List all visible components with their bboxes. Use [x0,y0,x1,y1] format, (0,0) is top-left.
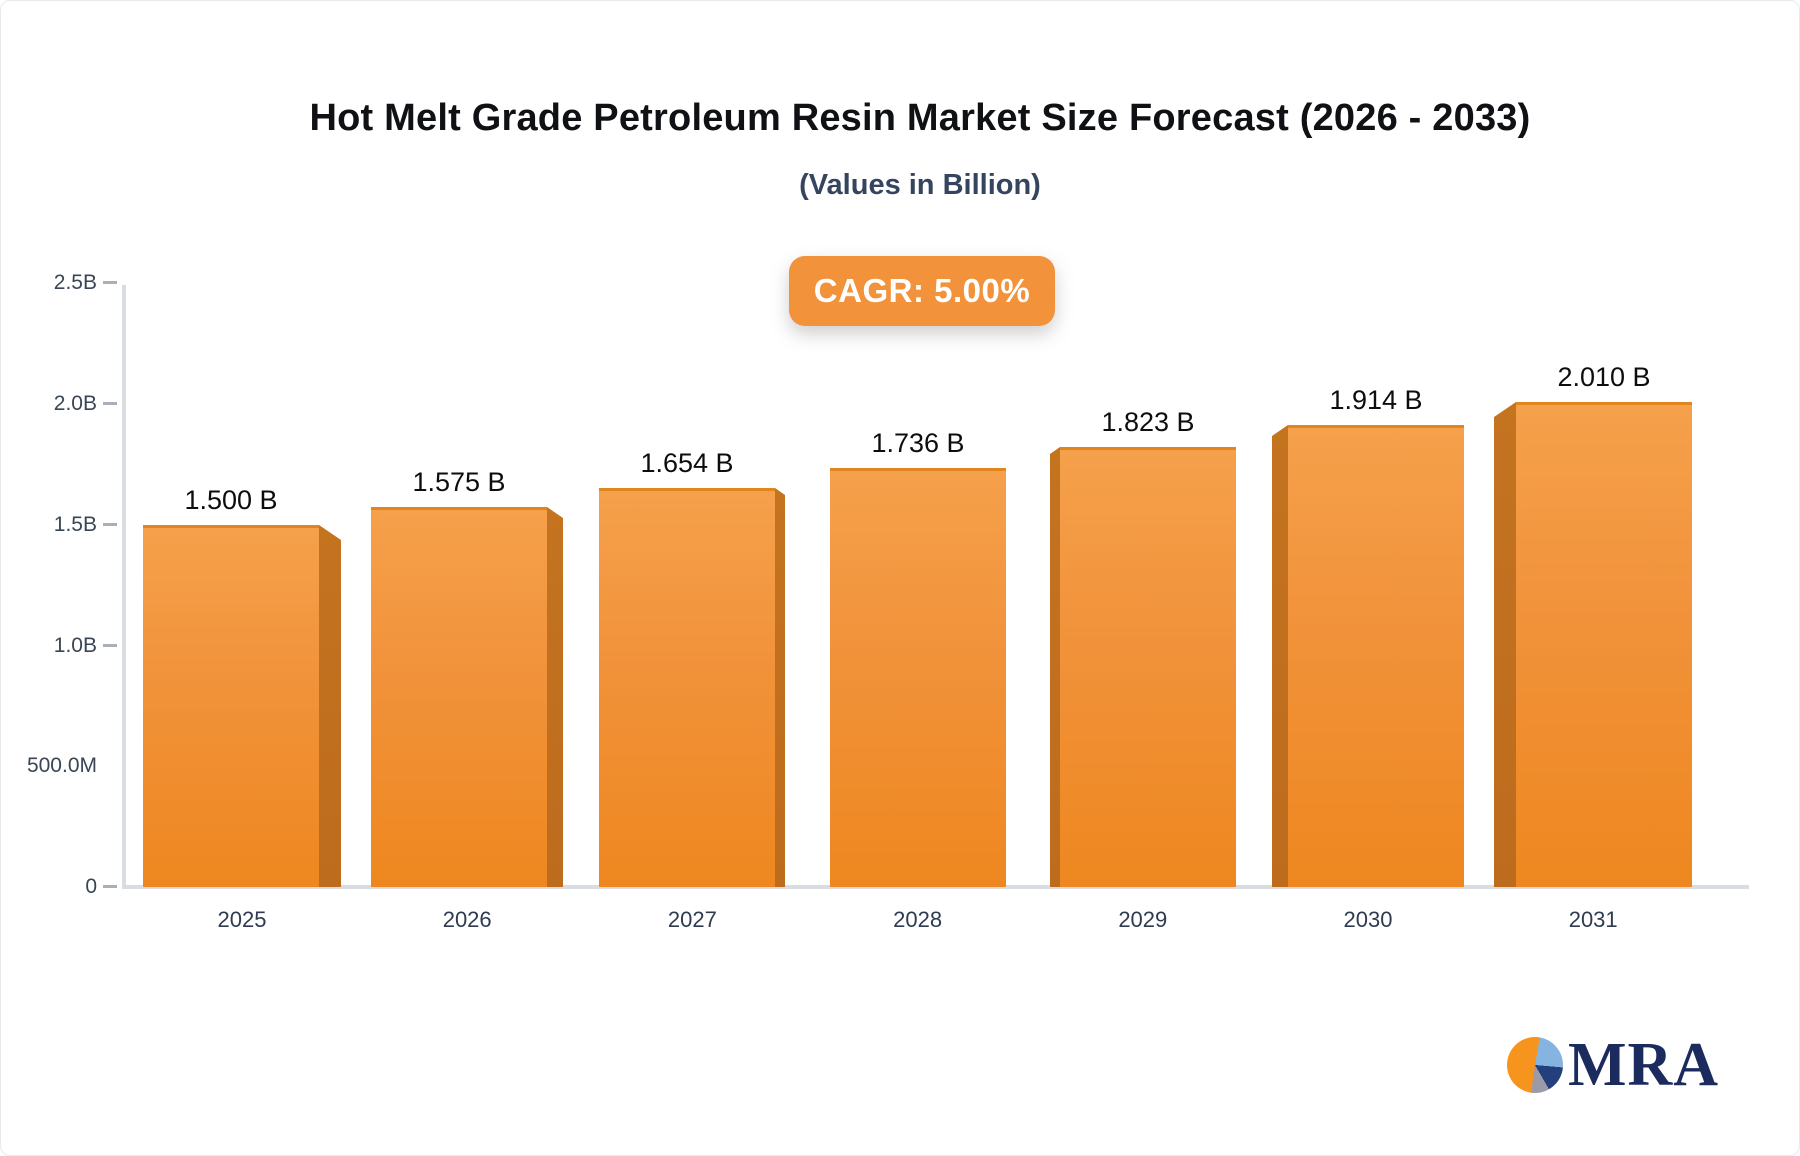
bar-2031[interactable] [1516,402,1692,887]
x-tick-label-2028: 2028 [893,907,943,932]
y-tick-label-1.0B: 1.0B [53,633,97,657]
bar-value-label-2029: 1.823 B [1101,407,1195,437]
bar-side-2029 [1050,447,1060,887]
y-tick-dash [103,885,117,888]
x-tick-label-2030: 2030 [1343,907,1393,932]
bar-value-label-2026: 1.575 B [412,467,506,497]
y-tick-label-500.0M: 500.0M [26,754,97,778]
x-tick-label-2031: 2031 [1568,907,1618,932]
bar-2030[interactable] [1288,425,1464,887]
bar-value-label-2030: 1.914 B [1329,385,1423,415]
bar-side-2030 [1272,425,1288,887]
bar-side-2026 [547,507,563,887]
bar-side-2025 [319,525,341,887]
bar-2027[interactable] [599,488,775,887]
x-tick-label-2025: 2025 [217,907,267,932]
bar-2029[interactable] [1060,447,1236,887]
x-tick-label-2029: 2029 [1118,907,1168,932]
bar-value-label-2031: 2.010 B [1557,362,1651,392]
y-tick-label-2.5B: 2.5B [53,271,97,295]
bar-side-2027 [775,488,785,887]
x-tick-label-2027: 2027 [667,907,717,932]
y-tick-dash [103,402,117,405]
bar-value-label-2028: 1.736 B [871,428,965,458]
bar-2028[interactable] [830,468,1006,887]
y-axis-line [122,285,126,889]
bar-2025[interactable] [143,525,319,887]
y-tick-dash [103,281,117,285]
chart-title: Hot Melt Grade Petroleum Resin Market Si… [309,97,1531,139]
y-tick-label-1.5B: 1.5B [53,512,97,536]
y-tick-dash [103,522,117,526]
mra-logo: MRA [1507,1031,1720,1099]
cagr-badge: CAGR: 5.00% [789,256,1055,326]
x-axis-line [122,885,1749,889]
bar-value-label-2025: 1.500 B [184,485,278,515]
chart-subtitle: (Values in Billion) [799,169,1041,201]
pie-chart-logo-icon [1507,1037,1563,1093]
bar-2026[interactable] [371,507,547,887]
x-tick-label-2026: 2026 [442,907,492,932]
logo-text: MRA [1568,1031,1720,1099]
bar-side-2031 [1494,402,1516,887]
y-tick-label-0: 0 [85,875,97,898]
cagr-badge-label: CAGR: 5.00% [813,272,1031,309]
y-tick-label-2.0B: 2.0B [53,392,97,415]
bar-value-label-2027: 1.654 B [640,448,734,478]
y-tick-dash [103,643,117,647]
